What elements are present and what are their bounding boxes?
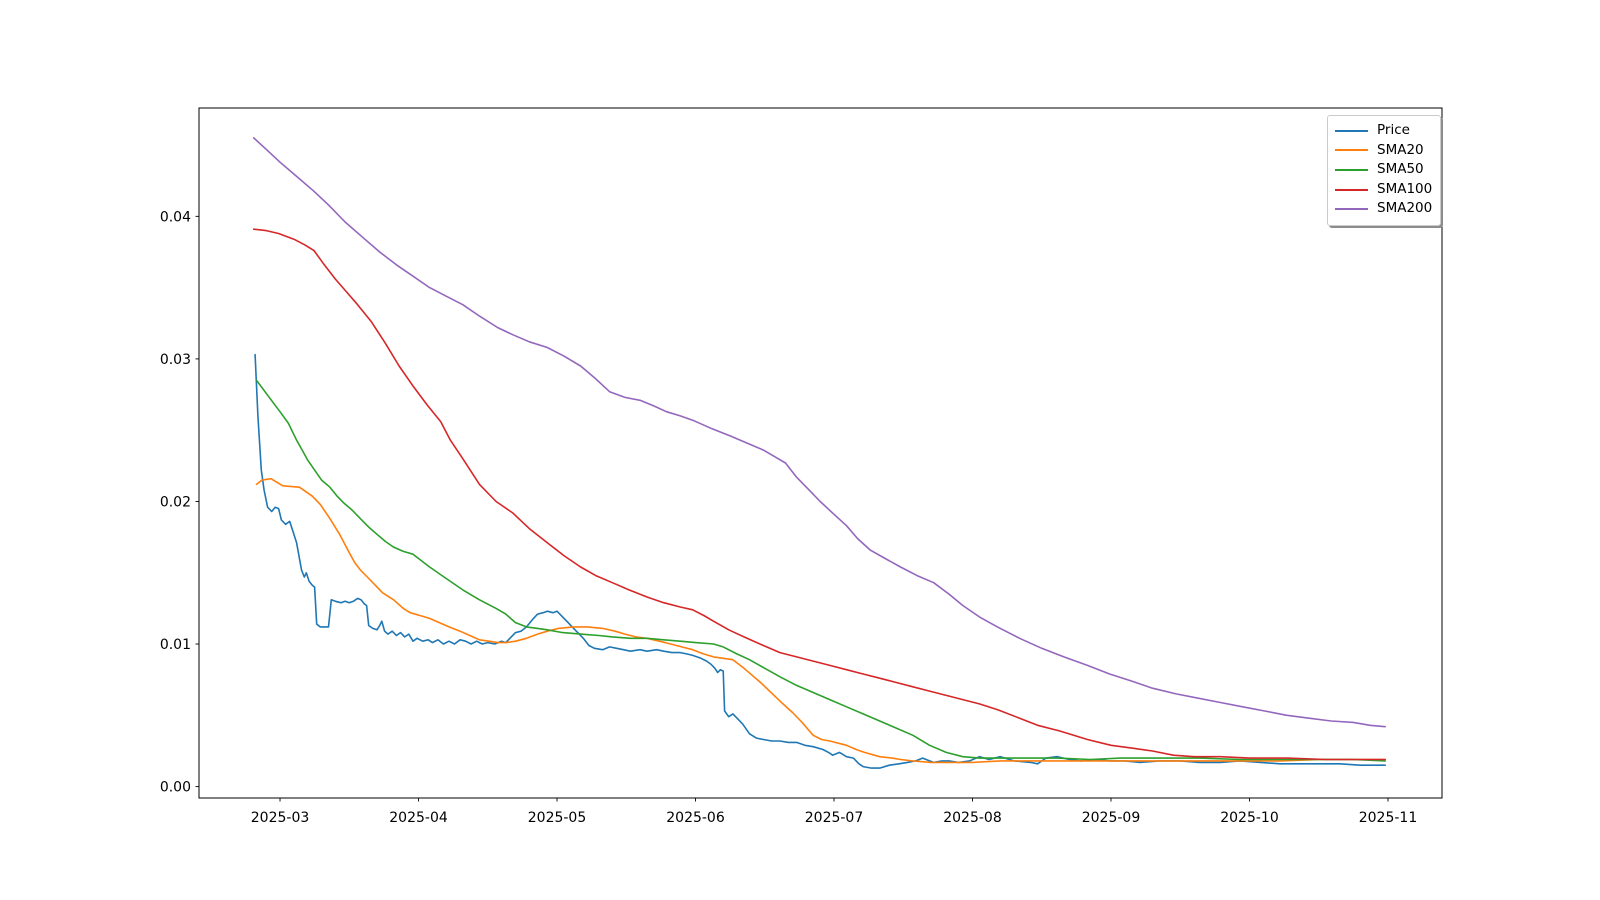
legend-label-sma100: SMA100 [1377, 180, 1433, 197]
plot-border [198, 107, 1443, 799]
y-axis-tick-label: 0.04 [160, 209, 191, 225]
series-line-price [254, 353, 1386, 769]
legend-label-sma200: SMA200 [1377, 200, 1433, 217]
sma100-line-swatch-icon [1335, 188, 1368, 191]
legend-entry-sma50: SMA50 [1332, 160, 1432, 180]
x-axis-tick-label: 2025-09 [1082, 810, 1141, 826]
sma20-line-swatch-icon [1335, 149, 1368, 152]
x-axis-tick-label: 2025-10 [1220, 810, 1279, 826]
x-axis-tick-label: 2025-03 [251, 810, 310, 826]
legend-label-sma20: SMA20 [1377, 141, 1424, 158]
x-axis-tick-label: 2025-07 [805, 810, 864, 826]
series-line-sma20 [255, 477, 1386, 764]
legend-entry-sma20: SMA20 [1332, 141, 1432, 161]
series-line-sma100 [252, 228, 1386, 761]
x-axis-tick-label: 2025-11 [1359, 810, 1418, 826]
legend-label-sma50: SMA50 [1377, 161, 1424, 178]
y-axis-tick-label: 0.00 [160, 780, 191, 796]
x-axis-tick-label: 2025-05 [528, 810, 587, 826]
series-line-sma200 [252, 137, 1386, 728]
legend-entry-sma100: SMA100 [1332, 180, 1432, 200]
y-axis-tick-label: 0.03 [160, 352, 191, 368]
x-axis-tick-label: 2025-04 [389, 810, 448, 826]
y-axis-tick-label: 0.02 [160, 494, 191, 510]
legend-label-price: Price [1377, 122, 1410, 138]
series-line-sma50 [255, 379, 1386, 762]
legend-entry-sma200: SMA200 [1332, 199, 1432, 219]
y-axis-tick-label: 0.01 [160, 637, 191, 653]
legend-entry-price: Price [1332, 121, 1432, 141]
price-line-swatch-icon [1335, 129, 1368, 132]
sma200-line-swatch-icon [1335, 208, 1368, 211]
sma50-line-swatch-icon [1335, 168, 1368, 171]
x-axis-tick-label: 2025-06 [666, 810, 725, 826]
legend: Price SMA20 SMA50 SMA100 SMA200 [1327, 115, 1442, 226]
x-axis-tick-label: 2025-08 [943, 810, 1002, 826]
